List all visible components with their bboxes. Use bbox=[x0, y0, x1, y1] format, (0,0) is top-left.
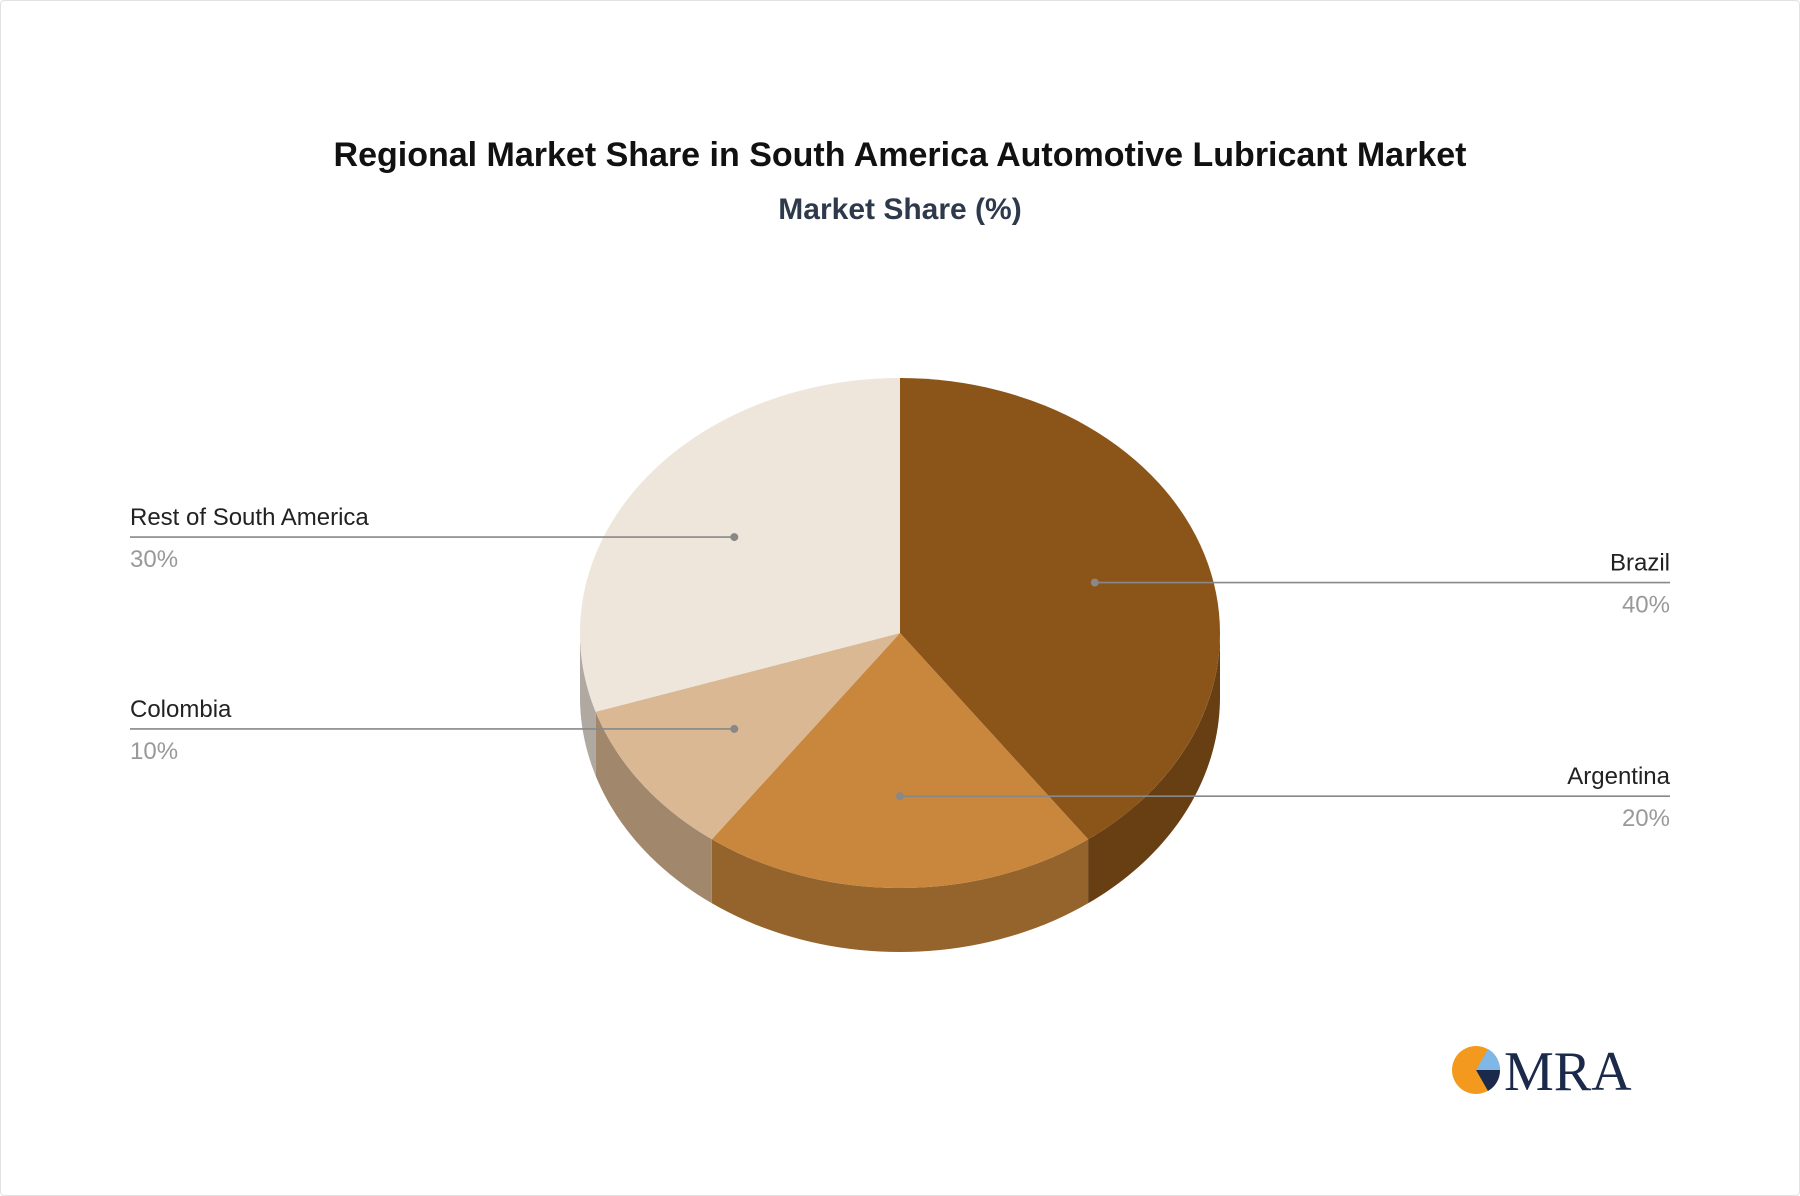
pie-top bbox=[579, 378, 1220, 888]
chart-title: Regional Market Share in South America A… bbox=[333, 136, 1467, 174]
pie-slice-brazil bbox=[900, 378, 1220, 840]
logo-text: MRA bbox=[1504, 1041, 1632, 1100]
mra-logo: MRA bbox=[1452, 1041, 1632, 1100]
logo-wedge-icon bbox=[1476, 1049, 1501, 1070]
pie-side-argentina bbox=[711, 839, 1089, 952]
logo-wedge2-icon bbox=[1476, 1070, 1501, 1091]
value-label-argentina: 20% bbox=[1622, 805, 1670, 832]
value-label-brazil: 40% bbox=[1622, 592, 1670, 619]
value-label-rest-of-south-america: 30% bbox=[130, 546, 178, 573]
label-colombia: Colombia bbox=[130, 696, 232, 723]
pie-slice-rest-of-south-america bbox=[579, 378, 900, 712]
pie-side-rest-of-south-america bbox=[580, 633, 596, 776]
pie-slice-argentina bbox=[711, 633, 1089, 888]
label-brazil: Brazil bbox=[1610, 550, 1670, 577]
pie-side-colombia bbox=[595, 711, 712, 904]
pie-side-brazil bbox=[1088, 633, 1220, 904]
pie-slice-colombia bbox=[595, 633, 900, 840]
pie-labels: Brazil 40% Argentina 20% Colombia 10% Rest of … bbox=[130, 504, 1671, 832]
pie-sides bbox=[580, 633, 1220, 952]
chart-subtitle: Market Share (%) bbox=[778, 193, 1022, 226]
value-label-colombia: 10% bbox=[130, 738, 178, 765]
label-rest-of-south-america: Rest of South America bbox=[130, 504, 369, 531]
label-argentina: Argentina bbox=[1567, 763, 1670, 790]
